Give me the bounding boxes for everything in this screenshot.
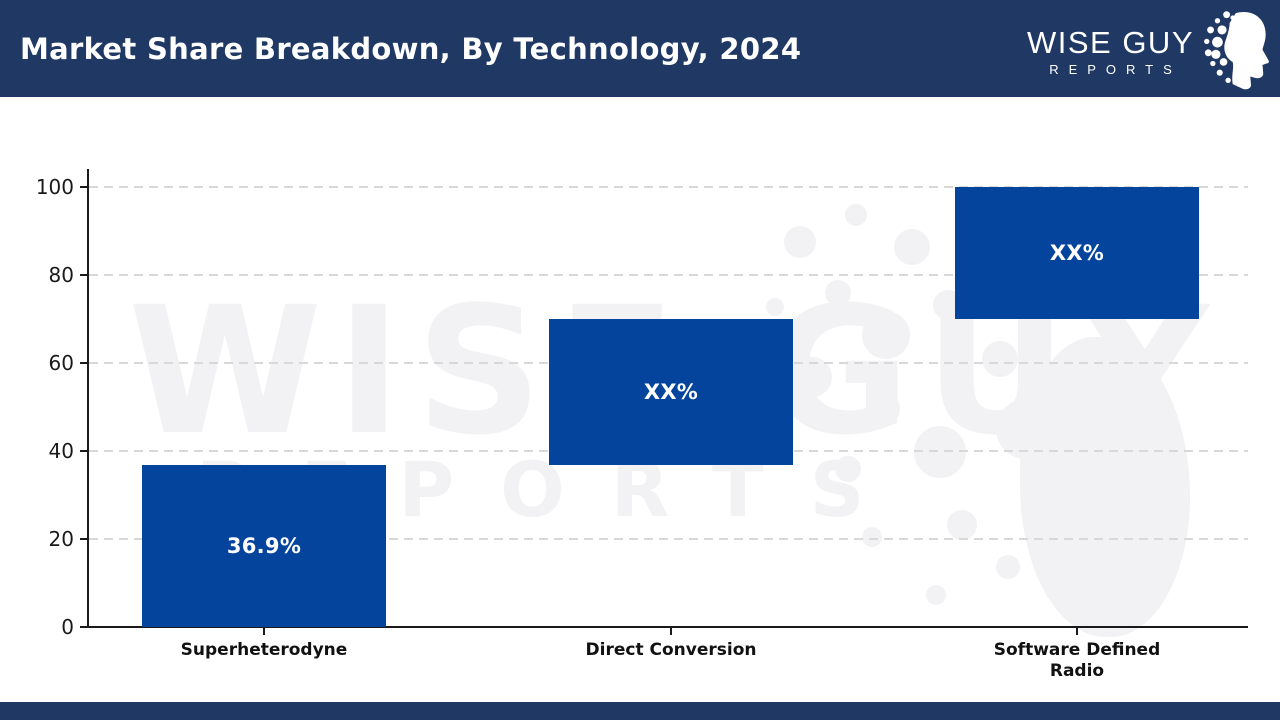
bar-value-label: XX% [643, 379, 699, 404]
y-tick-mark [80, 362, 87, 364]
watermark-dot [835, 456, 861, 482]
x-tick-mark [1076, 628, 1078, 635]
x-tick-label: Direct Conversion [585, 640, 757, 660]
y-tick-mark [80, 538, 87, 540]
watermark-dot [996, 555, 1020, 579]
watermark-dot [894, 229, 930, 265]
x-axis-line [87, 626, 1248, 628]
chart-title: Market Share Breakdown, By Technology, 2… [20, 31, 802, 66]
watermark-dot [868, 393, 900, 425]
y-tick-mark [80, 274, 87, 276]
y-tick-mark [80, 626, 87, 628]
watermark-face-blob [1020, 337, 1190, 637]
bar-superheterodyne: 36.9% [142, 464, 386, 627]
watermark-dot [766, 298, 784, 316]
x-tick-label: Superheterodyne [180, 640, 348, 660]
watermark-head-dots [0, 97, 1280, 702]
gridline [89, 538, 1248, 540]
bar-value-label: 36.9% [226, 533, 302, 558]
y-tick-mark [80, 450, 87, 452]
footer-bar [0, 702, 1280, 720]
watermark-dot [982, 341, 1018, 377]
y-tick-label: 100 [35, 175, 74, 199]
watermark-dot [825, 280, 851, 306]
gridline [89, 274, 1248, 276]
watermark-dot [862, 527, 882, 547]
x-tick-label: Software Defined Radio [993, 640, 1161, 681]
watermark-dot [947, 510, 977, 540]
bar-value-label: XX% [1049, 241, 1105, 265]
x-tick-mark [263, 628, 265, 635]
watermark-dot [862, 311, 910, 359]
y-axis-line [87, 169, 89, 628]
logo-wordmark: WISE GUY [1026, 25, 1194, 60]
watermark-dot [845, 204, 867, 226]
watermark-dot [784, 226, 816, 258]
y-tick-label: 20 [48, 527, 74, 551]
y-tick-mark [80, 186, 87, 188]
logo-head-icon [1204, 11, 1269, 90]
y-tick-label: 40 [48, 439, 74, 463]
watermark-dot [926, 585, 946, 605]
x-tick-mark [670, 628, 672, 635]
bar-direct-conversion: XX% [549, 319, 793, 465]
bar-software-defined-radio: XX% [955, 187, 1199, 319]
y-tick-label: 60 [48, 351, 74, 375]
logo-text: WISE GUY REPORTS [1027, 25, 1194, 77]
wiseguy-logo: WISE GUY REPORTS [1027, 6, 1272, 92]
y-tick-label: 0 [61, 615, 74, 639]
gridline [89, 186, 1248, 188]
logo-subtext: REPORTS [1049, 62, 1182, 77]
header: Market Share Breakdown, By Technology, 2… [0, 0, 1280, 97]
y-tick-label: 80 [48, 263, 74, 287]
watermark-dot [914, 426, 966, 478]
